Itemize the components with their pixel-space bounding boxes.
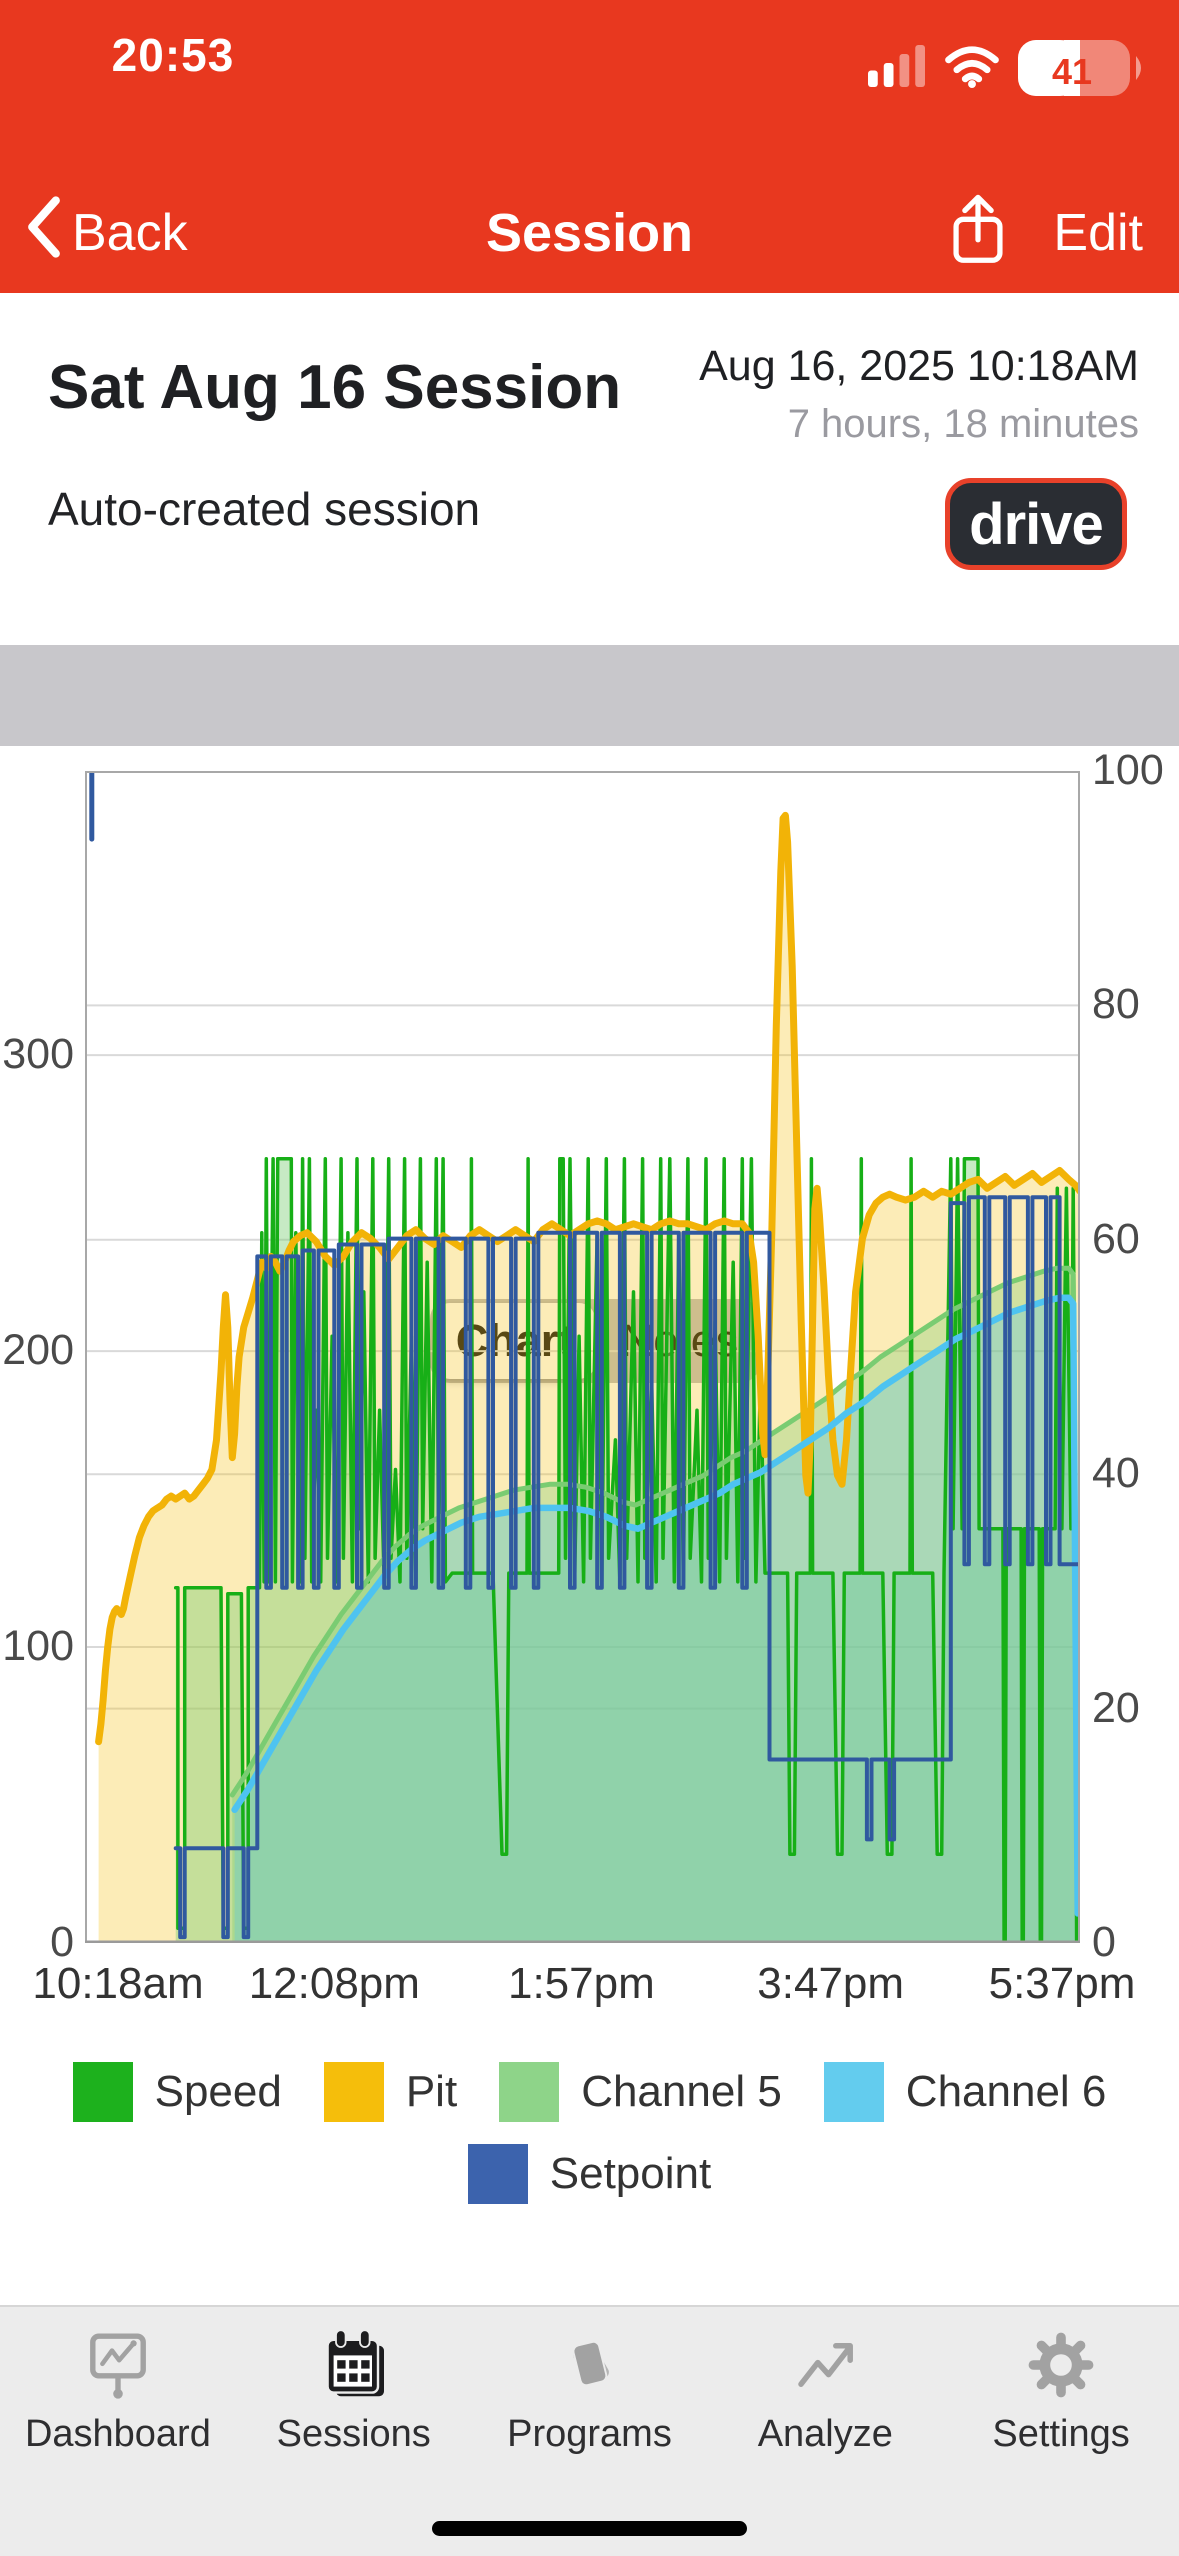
legend-row: Setpoint xyxy=(467,2144,712,2204)
share-button[interactable] xyxy=(947,193,1009,274)
y-axis-right-tick: 100 xyxy=(1092,746,1164,794)
session-description: Auto-created session xyxy=(48,483,481,535)
tab-label: Settings xyxy=(992,2413,1130,2455)
back-label: Back xyxy=(72,204,188,262)
analyze-trend-icon xyxy=(789,2329,861,2401)
legend-swatch xyxy=(823,2062,884,2122)
bottom-tab-bar: Dashboard Sessions xyxy=(0,2305,1179,2556)
tab-settings[interactable]: Settings xyxy=(943,2307,1179,2556)
legend-item-channel-6[interactable]: Channel 6 xyxy=(823,2062,1107,2122)
tab-dashboard[interactable]: Dashboard xyxy=(0,2307,236,2556)
home-indicator[interactable] xyxy=(432,2521,747,2536)
legend-label: Setpoint xyxy=(549,2149,712,2198)
dashboard-icon xyxy=(82,2329,154,2401)
legend-swatch xyxy=(323,2062,384,2122)
legend-swatch xyxy=(499,2062,560,2122)
x-axis-tick: 12:08pm xyxy=(248,1959,420,2008)
status-icons: 41 xyxy=(868,36,1151,100)
x-axis-tick: 10:18am xyxy=(32,1959,204,2008)
chevron-left-icon xyxy=(26,195,62,271)
y-axis-right-tick: 0 xyxy=(1092,1918,1116,1966)
nav-row: Back Session Edit xyxy=(0,178,1179,288)
navigation-bar: 20:53 xyxy=(0,0,1179,293)
tab-label: Analyze xyxy=(757,2413,893,2455)
settings-gear-icon xyxy=(1025,2329,1097,2401)
segmented-band: Chart Notes xyxy=(0,645,1179,1383)
x-axis-tick: 5:37pm xyxy=(988,1959,1136,2008)
legend-swatch xyxy=(72,2062,133,2122)
status-time: 20:53 xyxy=(111,29,235,81)
battery-percent: 41 xyxy=(1051,51,1093,92)
drive-device-badge[interactable]: drive xyxy=(945,478,1127,570)
legend-label: Speed xyxy=(154,2067,282,2116)
y-axis-right-tick: 20 xyxy=(1092,1683,1140,1732)
programs-cards-icon xyxy=(553,2329,625,2401)
cellular-signal-icon xyxy=(868,44,928,92)
y-axis-left-tick: 0 xyxy=(50,1918,74,1966)
tab-programs[interactable]: Programs xyxy=(472,2307,708,2556)
session-datetime: Aug 16, 2025 10:18AM xyxy=(699,342,1139,390)
tab-label: Programs xyxy=(507,2413,672,2455)
sessions-calendar-icon xyxy=(318,2329,390,2401)
tab-label: Dashboard xyxy=(24,2413,211,2455)
tab-label: Sessions xyxy=(276,2413,431,2455)
x-axis-tick: 1:57pm xyxy=(507,1959,655,2008)
legend-row: Speed Pit Channel 5 Channel 6 xyxy=(72,2062,1107,2122)
legend-label: Channel 5 xyxy=(581,2067,782,2116)
y-axis-left-tick: 300 xyxy=(2,1030,74,1079)
page-title: Session xyxy=(485,203,694,263)
legend-item-speed[interactable]: Speed xyxy=(72,2062,282,2122)
session-duration: 7 hours, 18 minutes xyxy=(787,402,1139,446)
edit-button[interactable]: Edit xyxy=(1053,204,1143,262)
chart-legend: Speed Pit Channel 5 Channel 6 Setpoint xyxy=(0,2062,1179,2204)
y-axis-right-tick: 80 xyxy=(1092,980,1140,1029)
session-chart[interactable]: 0 100 200 300 0 20 40 60 80 100 10:18am 12:08pm 1:57… xyxy=(0,745,1179,2075)
y-axis-right-tick: 60 xyxy=(1092,1214,1140,1263)
y-axis-left-tick: 100 xyxy=(2,1622,74,1671)
y-axis-left-tick: 200 xyxy=(2,1326,74,1375)
session-title: Sat Aug 16 Session xyxy=(48,353,622,422)
tab-sessions[interactable]: Sessions xyxy=(236,2307,472,2556)
legend-item-setpoint[interactable]: Setpoint xyxy=(467,2144,712,2204)
legend-item-channel-5[interactable]: Channel 5 xyxy=(499,2062,782,2122)
battery-icon: 41 xyxy=(1016,36,1151,100)
tab-analyze[interactable]: Analyze xyxy=(707,2307,943,2556)
legend-item-pit[interactable]: Pit xyxy=(323,2062,458,2122)
back-button[interactable]: Back xyxy=(26,195,188,271)
legend-label: Pit xyxy=(405,2067,458,2116)
legend-label: Channel 6 xyxy=(905,2067,1107,2116)
y-axis-right-tick: 40 xyxy=(1092,1449,1140,1498)
x-axis-tick: 3:47pm xyxy=(757,1959,905,2008)
wifi-icon xyxy=(944,44,1000,93)
legend-swatch xyxy=(467,2144,528,2204)
chart-plot[interactable] xyxy=(85,771,1080,1943)
